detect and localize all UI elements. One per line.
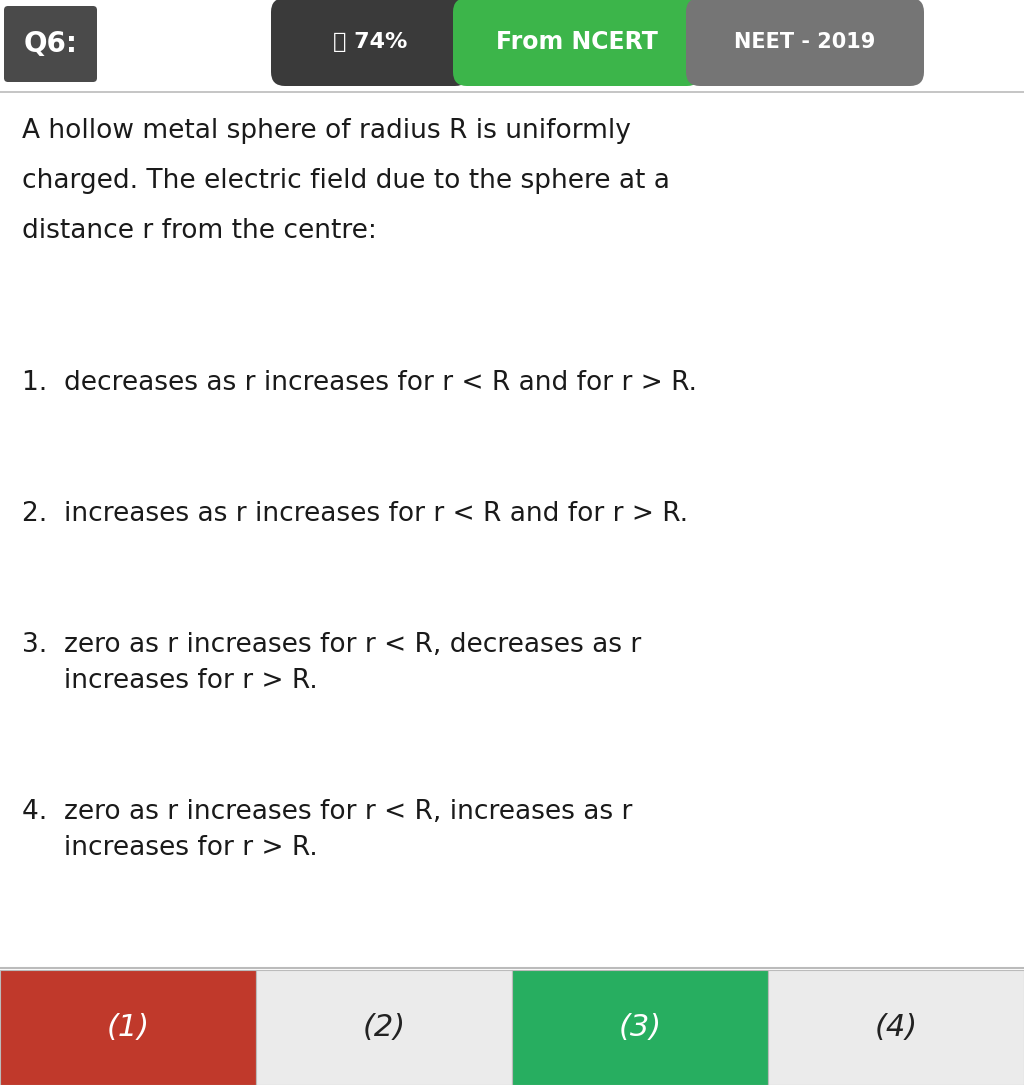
Text: 2.  increases as r increases for r < R and for r > R.: 2. increases as r increases for r < R an… — [22, 501, 688, 527]
Text: 4.  zero as r increases for r < R, increases as r: 4. zero as r increases for r < R, increa… — [22, 799, 633, 825]
FancyBboxPatch shape — [4, 7, 97, 82]
Bar — [256, 970, 512, 1085]
Text: 👍 74%: 👍 74% — [333, 31, 408, 52]
Bar — [768, 970, 1024, 1085]
Text: distance r from the centre:: distance r from the centre: — [22, 218, 377, 244]
Bar — [512, 970, 768, 1085]
Bar — [0, 970, 256, 1085]
Text: Q6:: Q6: — [24, 30, 78, 58]
FancyBboxPatch shape — [271, 0, 469, 86]
Text: (1): (1) — [106, 1013, 150, 1042]
FancyBboxPatch shape — [686, 0, 924, 86]
Text: (2): (2) — [362, 1013, 406, 1042]
Text: charged. The electric field due to the sphere at a: charged. The electric field due to the s… — [22, 168, 670, 194]
Text: NEET - 2019: NEET - 2019 — [734, 31, 876, 52]
FancyBboxPatch shape — [453, 0, 701, 86]
Text: From NCERT: From NCERT — [496, 30, 658, 54]
Text: (4): (4) — [874, 1013, 918, 1042]
Text: increases for r > R.: increases for r > R. — [22, 668, 317, 694]
Text: (3): (3) — [618, 1013, 662, 1042]
Text: 3.  zero as r increases for r < R, decreases as r: 3. zero as r increases for r < R, decrea… — [22, 631, 641, 658]
Text: 1.  decreases as r increases for r < R and for r > R.: 1. decreases as r increases for r < R an… — [22, 370, 697, 396]
Text: increases for r > R.: increases for r > R. — [22, 835, 317, 861]
Text: A hollow metal sphere of radius R is uniformly: A hollow metal sphere of radius R is uni… — [22, 118, 631, 144]
